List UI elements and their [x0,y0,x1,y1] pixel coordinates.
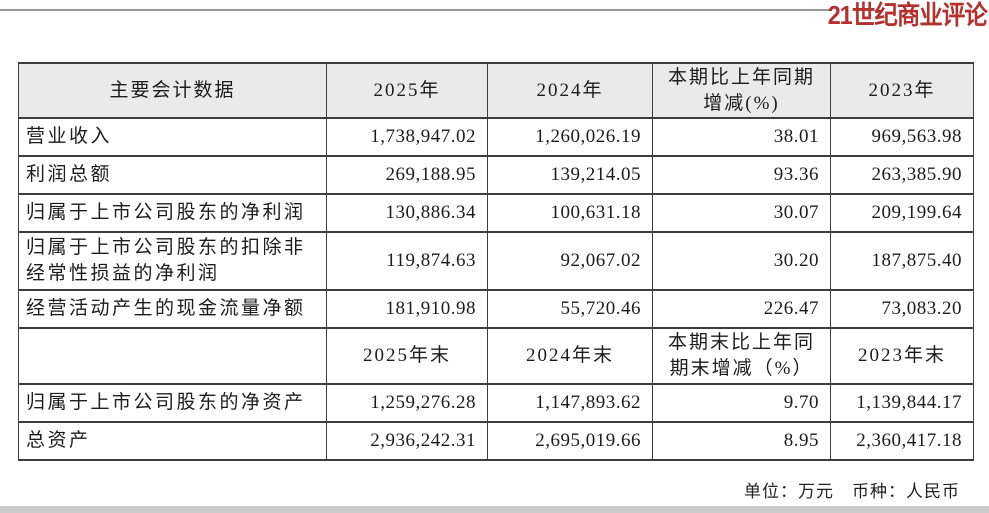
cell-value: 226.47 [652,289,831,329]
header-2023: 2023年 [830,62,974,119]
row-label: 归属于上市公司股东的净资产 [18,383,327,423]
cell-value: 38.01 [652,117,831,157]
cell-value: 119,874.63 [326,231,488,291]
row-net-profit-deducted: 归属于上市公司股东的扣除非经常性损益的净利润 119,874.63 92,067… [18,231,974,291]
row-total-assets: 总资产 2,936,242.31 2,695,019.66 8.95 2,360… [18,421,974,461]
row-label: 总资产 [18,421,327,461]
table-subheader-row: 2025年末 2024年末 本期末比上年同期末增减（%） 2023年末 [18,327,974,385]
cell-value: 30.20 [652,231,831,291]
cell-value: 139,214.05 [487,155,653,195]
cell-value: 30.07 [652,193,831,233]
brand-logo: 21世纪商业评论 [827,0,988,30]
cell-value: 9.70 [652,383,831,423]
subheader-period-end-change: 本期末比上年同期末增减（%） [652,327,831,385]
row-label: 归属于上市公司股东的扣除非经常性损益的净利润 [18,231,327,291]
header-yoy-change: 本期比上年同期增减(%) [652,62,831,119]
cell-value: 1,259,276.28 [326,383,488,423]
row-label: 利润总额 [18,155,327,195]
header-main-accounting-data: 主要会计数据 [18,62,327,119]
row-net-assets: 归属于上市公司股东的净资产 1,259,276.28 1,147,893.62 … [18,383,974,423]
cell-value: 2,360,417.18 [830,421,974,461]
header-2024: 2024年 [487,62,653,119]
cell-value: 1,139,844.17 [830,383,974,423]
cell-value: 2,936,242.31 [326,421,488,461]
cell-value: 181,910.98 [326,289,488,329]
bottom-divider-bar [0,506,989,513]
cell-value: 969,563.98 [830,117,974,157]
subheader-2025-end: 2025年末 [326,327,488,385]
cell-value: 209,199.64 [830,193,974,233]
cell-value: 73,083.20 [830,289,974,329]
cell-value: 1,260,026.19 [487,117,653,157]
row-operating-cash-flow: 经营活动产生的现金流量净额 181,910.98 55,720.46 226.4… [18,289,974,329]
table-header-row: 主要会计数据 2025年 2024年 本期比上年同期增减(%) 2023年 [18,62,974,119]
cell-value: 130,886.34 [326,193,488,233]
cell-value: 263,385.90 [830,155,974,195]
cell-value: 187,875.40 [830,231,974,291]
unit-currency-note: 单位：万元 币种：人民币 [744,482,960,501]
cell-value: 1,738,947.02 [326,117,488,157]
cell-value: 93.36 [652,155,831,195]
row-revenue: 营业收入 1,738,947.02 1,260,026.19 38.01 969… [18,117,974,157]
row-label: 经营活动产生的现金流量净额 [18,289,327,329]
header-divider-line [0,9,831,11]
row-label: 营业收入 [18,117,327,157]
cell-value: 55,720.46 [487,289,653,329]
subheader-blank [18,327,327,385]
row-total-profit: 利润总额 269,188.95 139,214.05 93.36 263,385… [18,155,974,195]
subheader-2024-end: 2024年末 [487,327,653,385]
cell-value: 269,188.95 [326,155,488,195]
header-2025: 2025年 [326,62,488,119]
cell-value: 1,147,893.62 [487,383,653,423]
subheader-2023-end: 2023年末 [830,327,974,385]
cell-value: 92,067.02 [487,231,653,291]
financial-data-table: 主要会计数据 2025年 2024年 本期比上年同期增减(%) 2023年 营业… [18,62,974,461]
cell-value: 2,695,019.66 [487,421,653,461]
cell-value: 8.95 [652,421,831,461]
row-net-profit-attributable: 归属于上市公司股东的净利润 130,886.34 100,631.18 30.0… [18,193,974,233]
row-label: 归属于上市公司股东的净利润 [18,193,327,233]
cell-value: 100,631.18 [487,193,653,233]
